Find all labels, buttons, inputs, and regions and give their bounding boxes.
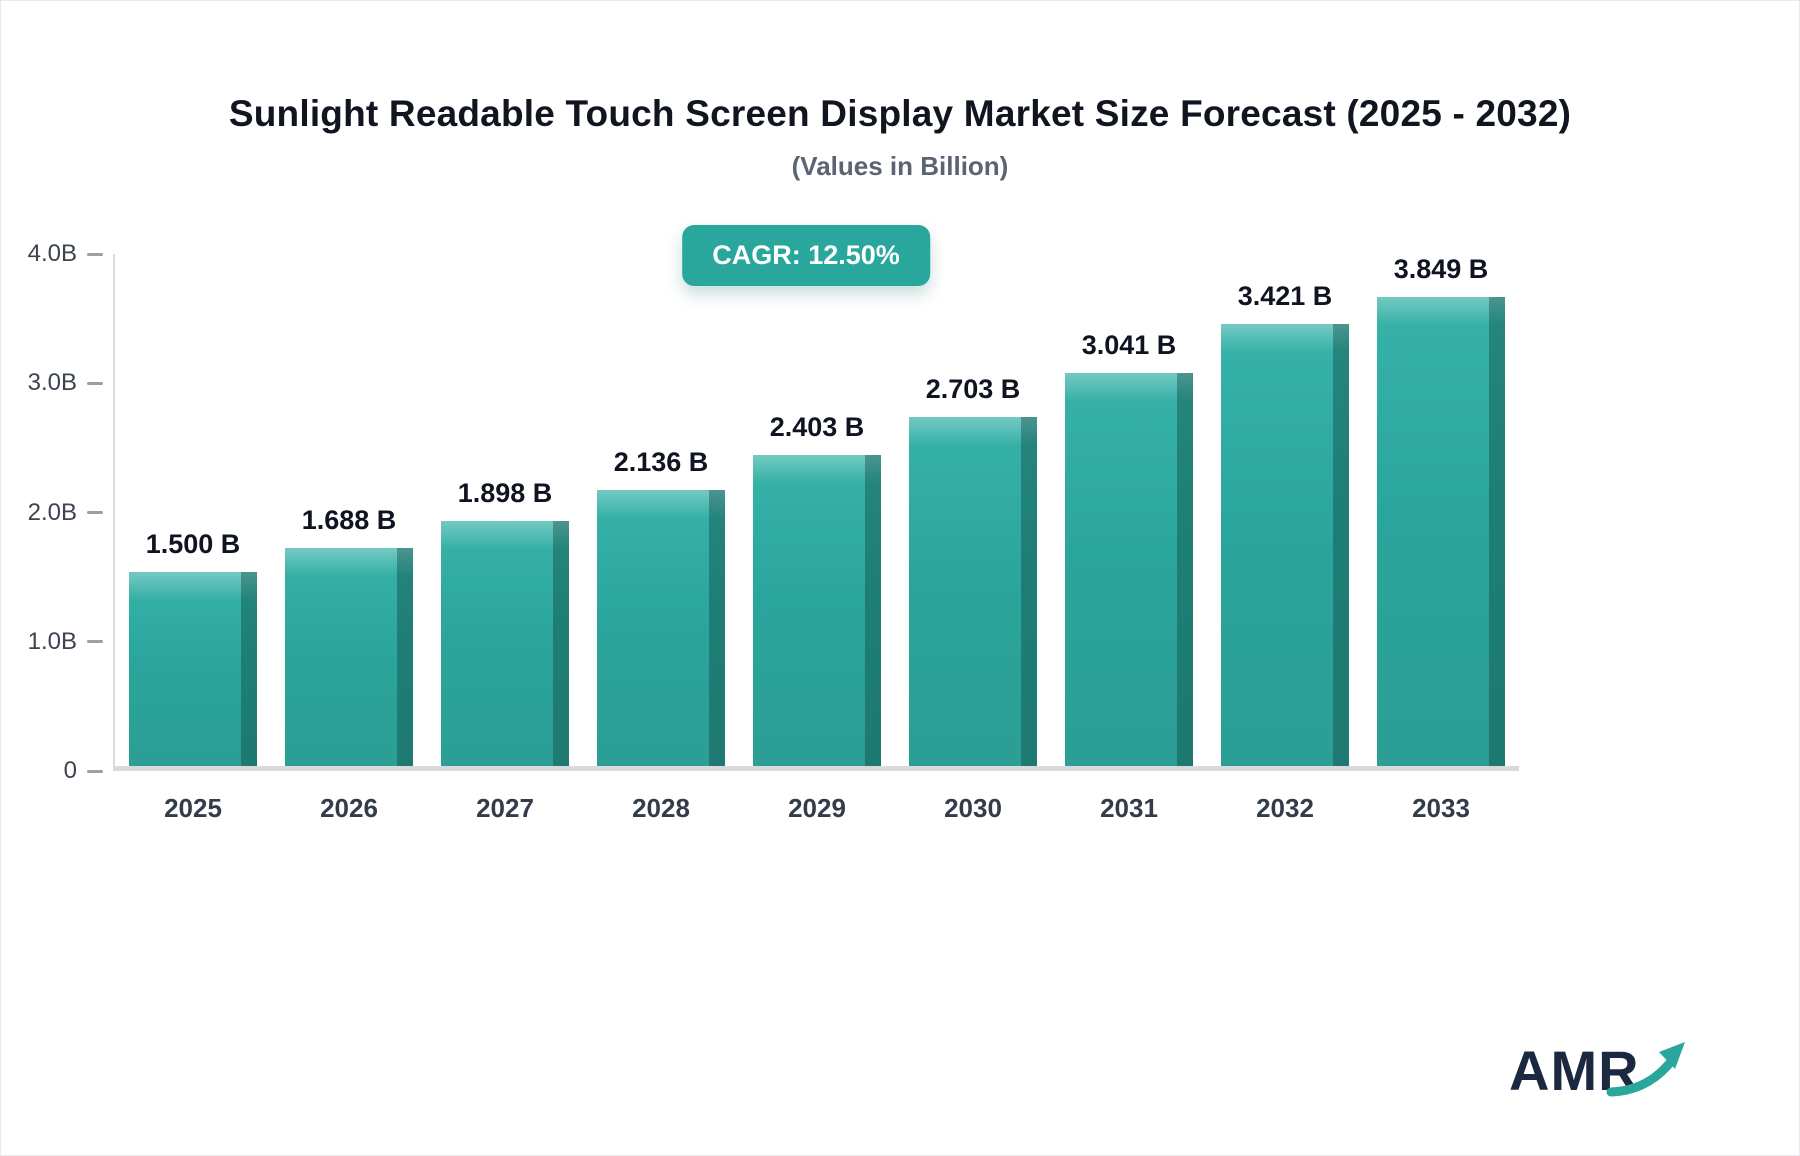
y-tick: 2.0B — [28, 499, 103, 527]
bar — [129, 572, 257, 766]
bar-value-label: 3.849 B — [1393, 254, 1489, 284]
bar — [441, 520, 569, 766]
y-tick-label: 4.0B — [27, 240, 77, 267]
y-axis: 0 1.0B 2.0B 3.0B 4.0B — [28, 240, 113, 784]
bar-group: 2.136 B 2028 — [597, 254, 725, 823]
y-tick-dash — [87, 640, 103, 644]
bar-value-label: 1.500 B — [145, 529, 241, 560]
chart-area: 0 1.0B 2.0B 3.0B 4.0B 1.500 B 2025 1.688 B 2026… — [28, 240, 1519, 823]
y-tick: 4.0B — [28, 240, 103, 268]
bar-group: 1.500 B 2025 — [129, 254, 257, 823]
bar — [1377, 297, 1505, 766]
bar-value-label: 1.898 B — [457, 477, 553, 508]
bar-group: 2.403 B 2029 — [753, 254, 881, 823]
x-axis-label: 2025 — [164, 793, 222, 823]
bar-value-label: 2.136 B — [613, 446, 709, 477]
bar-value-label: 2.403 B — [769, 412, 865, 443]
bar-value-label: 3.421 B — [1237, 280, 1333, 311]
x-axis-label: 2026 — [320, 793, 378, 823]
y-tick-dash — [87, 769, 103, 773]
bar-group: 1.688 B 2026 — [285, 254, 413, 823]
chart-subtitle: (Values in Billion) — [791, 151, 1009, 181]
y-tick: 1.0B — [28, 628, 103, 656]
y-tick-dash — [87, 381, 103, 385]
bar-group: 3.421 B 2032 — [1221, 254, 1349, 823]
x-axis-label: 2033 — [1412, 793, 1470, 823]
chart-title: Sunlight Readable Touch Screen Display M… — [228, 93, 1572, 134]
bar-value-label: 1.688 B — [301, 504, 397, 535]
bar — [753, 455, 881, 766]
bar — [1065, 373, 1193, 766]
x-axis-label: 2030 — [944, 793, 1002, 823]
bar-group: 2.703 B 2030 — [909, 254, 1037, 823]
x-axis-label: 2029 — [788, 793, 846, 823]
bar — [1221, 323, 1349, 766]
y-tick: 0 — [64, 757, 103, 785]
y-tick-dash — [87, 511, 103, 514]
bar-group: 3.041 B 2031 — [1065, 254, 1193, 823]
bar-value-label: 3.041 B — [1081, 330, 1177, 360]
chart-header: Sunlight Readable Touch Screen Display M… — [1, 1, 1799, 182]
y-tick-label: 1.0B — [27, 627, 77, 655]
cagr-badge: CAGR: 12.50% — [682, 225, 930, 286]
bar — [909, 416, 1037, 766]
plot-area: 1.500 B 2025 1.688 B 2026 1.898 B 2027 2.136 B… — [113, 254, 1519, 823]
y-tick-label: 2.0B — [27, 498, 77, 526]
x-axis-label: 2032 — [1256, 793, 1314, 823]
y-tick-label: 0 — [63, 757, 77, 784]
y-tick: 3.0B — [28, 369, 103, 397]
y-tick-dash — [87, 252, 103, 256]
x-axis-label: 2028 — [632, 793, 690, 823]
bar — [285, 547, 413, 766]
bar-value-label: 2.703 B — [925, 373, 1021, 404]
x-axis-label: 2027 — [476, 793, 534, 823]
growth-arrow-icon — [1606, 1042, 1685, 1097]
bar-group: 1.898 B 2027 — [441, 254, 569, 823]
x-axis-label: 2031 — [1100, 793, 1158, 823]
y-tick-label: 3.0B — [27, 369, 77, 397]
bar-group: 3.849 B 2033 — [1377, 254, 1505, 823]
amr-logo: AMR — [1507, 1032, 1717, 1113]
amr-logo-graphic: AMR — [1509, 1039, 1685, 1102]
bar — [597, 489, 725, 766]
